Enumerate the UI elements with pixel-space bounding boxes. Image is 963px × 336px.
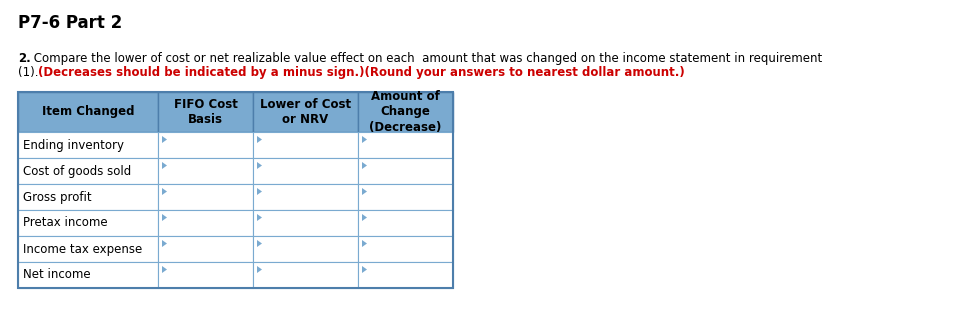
- Text: Ending inventory: Ending inventory: [23, 138, 124, 152]
- Polygon shape: [257, 214, 262, 221]
- Bar: [18, 92, 158, 132]
- Polygon shape: [162, 188, 167, 195]
- Bar: [158, 132, 253, 158]
- Bar: [253, 132, 358, 158]
- Bar: [358, 262, 453, 288]
- Polygon shape: [162, 136, 167, 143]
- Bar: [358, 236, 453, 262]
- Bar: [18, 92, 453, 288]
- Bar: [358, 158, 453, 184]
- Bar: [358, 210, 453, 236]
- Text: FIFO Cost
Basis: FIFO Cost Basis: [173, 98, 238, 126]
- Polygon shape: [162, 240, 167, 247]
- Polygon shape: [257, 162, 262, 169]
- Bar: [158, 210, 253, 236]
- Text: (1).: (1).: [18, 66, 42, 79]
- Bar: [253, 262, 358, 288]
- Text: Compare the lower of cost or net realizable value effect on each  amount that wa: Compare the lower of cost or net realiza…: [30, 52, 822, 65]
- Bar: [158, 236, 253, 262]
- Text: Pretax income: Pretax income: [23, 216, 108, 229]
- Bar: [358, 92, 453, 132]
- Text: Cost of goods sold: Cost of goods sold: [23, 165, 131, 177]
- Bar: [18, 262, 158, 288]
- Bar: [18, 132, 158, 158]
- Bar: [158, 158, 253, 184]
- Text: P7-6 Part 2: P7-6 Part 2: [18, 14, 122, 32]
- Polygon shape: [257, 188, 262, 195]
- Bar: [18, 184, 158, 210]
- Bar: [18, 236, 158, 262]
- Text: Item Changed: Item Changed: [41, 106, 134, 119]
- Polygon shape: [257, 240, 262, 247]
- Text: Net income: Net income: [23, 268, 91, 282]
- Bar: [18, 158, 158, 184]
- Polygon shape: [362, 266, 367, 273]
- Bar: [158, 262, 253, 288]
- Polygon shape: [362, 136, 367, 143]
- Text: Lower of Cost
or NRV: Lower of Cost or NRV: [260, 98, 351, 126]
- Bar: [18, 210, 158, 236]
- Bar: [358, 184, 453, 210]
- Bar: [158, 184, 253, 210]
- Polygon shape: [362, 240, 367, 247]
- Bar: [158, 92, 253, 132]
- Text: 2.: 2.: [18, 52, 31, 65]
- Polygon shape: [362, 214, 367, 221]
- Bar: [253, 158, 358, 184]
- Bar: [358, 132, 453, 158]
- Bar: [253, 92, 358, 132]
- Polygon shape: [162, 162, 167, 169]
- Polygon shape: [362, 162, 367, 169]
- Polygon shape: [257, 136, 262, 143]
- Bar: [253, 236, 358, 262]
- Text: Gross profit: Gross profit: [23, 191, 91, 204]
- Polygon shape: [362, 188, 367, 195]
- Bar: [253, 184, 358, 210]
- Text: Amount of
Change
(Decrease): Amount of Change (Decrease): [370, 90, 442, 133]
- Text: Income tax expense: Income tax expense: [23, 243, 143, 255]
- Text: (Decreases should be indicated by a minus sign.)(Round your answers to nearest d: (Decreases should be indicated by a minu…: [38, 66, 685, 79]
- Polygon shape: [257, 266, 262, 273]
- Bar: [253, 210, 358, 236]
- Polygon shape: [162, 214, 167, 221]
- Polygon shape: [162, 266, 167, 273]
